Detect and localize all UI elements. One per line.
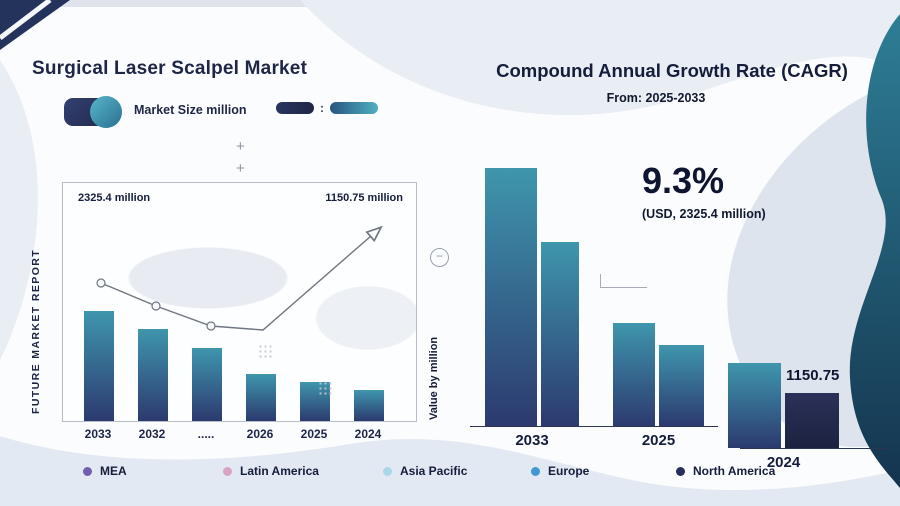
dots-grid-icon <box>258 344 273 359</box>
x-axis-label: 2024 <box>354 427 382 441</box>
group-label: 2033 <box>515 432 549 449</box>
legend-dot-icon <box>531 466 540 476</box>
legend-dot-icon <box>83 466 92 476</box>
bar-group-2033: 2033 <box>485 168 579 449</box>
cagr-title: Compound Annual Growth Rate (CAGR) <box>496 60 848 81</box>
market-bar-slot <box>126 329 180 421</box>
value-axis-label: Value by million <box>428 336 440 420</box>
trend-line-arrow <box>96 225 383 331</box>
cagr-bar-2024-series2 <box>785 393 839 448</box>
side-vertical-label: FUTURE MARKET REPORT <box>30 248 42 414</box>
cagr-bar-2033-series2 <box>541 242 579 426</box>
legend-item-mea: MEA <box>83 464 127 478</box>
x-axis-label: 2026 <box>246 427 274 441</box>
pill-navy-icon <box>276 102 314 114</box>
cagr-bar-2033-series1 <box>485 168 537 426</box>
bar-group-2025: 2025 <box>613 323 704 449</box>
group-label: 2025 <box>641 432 676 449</box>
legend-dot-icon <box>223 466 232 476</box>
value-annotation: 1150.75 <box>786 367 840 384</box>
market-x-axis: 2033 2032..... 2026 2025 2024 <box>71 427 395 441</box>
value-2024-annotation: 1150.75 million <box>325 192 403 204</box>
scale-pills: : <box>276 102 378 114</box>
pill-teal-icon <box>330 102 378 114</box>
legend-dot-icon <box>383 466 392 476</box>
market-size-chart: 2325.4 million 1150.75 million <box>62 182 417 422</box>
legend-item-europe: Europe <box>531 464 589 478</box>
value-2033-annotation: 2325.4 million <box>78 192 151 204</box>
plus-mark-icon <box>236 160 245 177</box>
cagr-bar-2025-series2 <box>659 345 704 426</box>
x-axis-line-step <box>740 448 888 449</box>
corner-bracket-icon <box>600 274 647 288</box>
x-axis-label: 2032 <box>138 427 166 441</box>
legend-label: Europe <box>548 464 590 478</box>
legend-label: Latin America <box>240 464 319 478</box>
page-title: Surgical Laser Scalpel Market <box>32 58 308 79</box>
market-size-bar-2026 <box>246 374 276 421</box>
cagr-note: (USD, 2325.4 million) <box>642 207 766 221</box>
market-size-badge-icon <box>64 96 126 128</box>
market-size-bar-2032 <box>138 329 168 421</box>
market-size-bar-..... <box>192 348 222 421</box>
x-axis-label: 2033 <box>84 427 112 441</box>
market-bar-slot <box>72 311 126 421</box>
legend-item-north-america: North America <box>676 464 775 478</box>
market-size-bar-2033 <box>84 311 114 421</box>
dots-grid-icon <box>318 381 333 396</box>
bar-group-2024: 2024 <box>728 363 839 471</box>
chart-background-blobs <box>63 183 416 421</box>
bar-group-bars <box>613 323 704 426</box>
market-bar-slot <box>342 390 396 421</box>
cagr-chart: 2033 2025 2024 <box>470 160 870 471</box>
x-axis-label: ..... <box>197 427 215 441</box>
legend-item-asia-pacific: Asia Pacific <box>383 464 467 478</box>
x-axis-label: 2025 <box>300 427 328 441</box>
market-bars <box>72 183 396 421</box>
badge-teal-circle-icon <box>90 96 122 128</box>
bar-group-bars <box>728 363 839 448</box>
plus-mark-icon <box>236 138 245 155</box>
cagr-bar-2025-series1 <box>613 323 655 426</box>
market-size-label: Market Size million <box>134 103 247 117</box>
market-bar-slot <box>234 374 288 421</box>
group-label: 2024 <box>766 454 801 471</box>
legend-item-latin-america: Latin America <box>223 464 319 478</box>
market-size-bar-2024 <box>354 390 384 421</box>
cagr-value: 9.3% <box>642 160 725 201</box>
x-axis-line <box>470 426 718 427</box>
cagr-bar-2024-series1 <box>728 363 781 448</box>
market-bar-slot <box>180 348 234 421</box>
legend-label: North America <box>693 464 776 478</box>
legend-label: Asia Pacific <box>400 464 468 478</box>
bar-group-bars <box>485 168 579 426</box>
cagr-subtitle: From: 2025-2033 <box>606 91 706 105</box>
legend-dot-icon <box>676 466 685 476</box>
minus-circle-icon <box>430 248 449 267</box>
legend-label: MEA <box>100 464 127 478</box>
pill-separator: : <box>320 101 324 115</box>
